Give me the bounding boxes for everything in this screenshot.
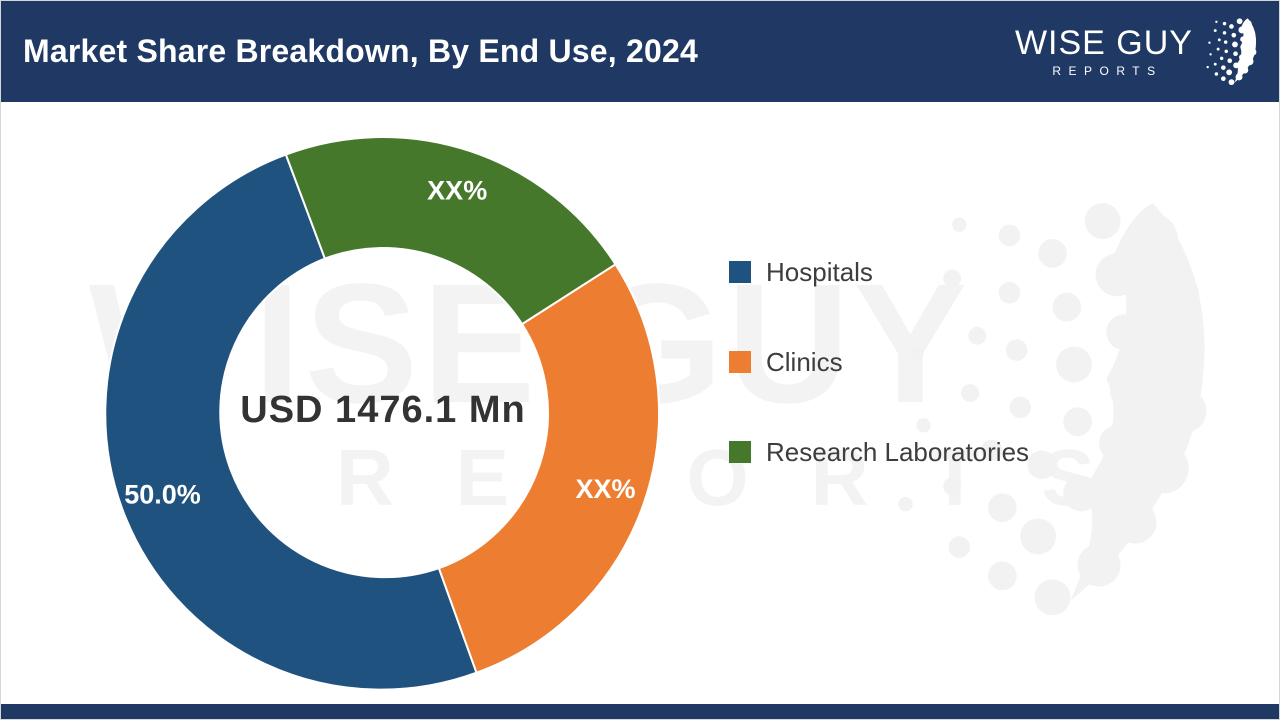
donut-segment-label: 50.0% [124, 480, 201, 510]
legend-swatch-hospitals [729, 261, 751, 283]
legend-label: Clinics [766, 346, 843, 377]
logo-wordmark: WISE GUY [1014, 24, 1193, 62]
legend-item-hospitals: Hospitals [729, 257, 873, 287]
donut-segment-label: XX% [575, 474, 635, 504]
legend-item-clinics: Clinics [729, 347, 843, 377]
footer-bar [1, 704, 1279, 719]
legend-swatch-research-laboratories [729, 441, 751, 463]
header: Market Share Breakdown, By End Use, 2024… [1, 1, 1279, 102]
watermark-subtext: REPORTS [336, 433, 1157, 522]
legend-swatch-clinics [729, 351, 751, 373]
legend-item-research-laboratories: Research Laboratories [729, 437, 1029, 467]
logo-subtext: REPORTS [1052, 64, 1163, 78]
legend-label: Hospitals [766, 256, 873, 287]
logo-face-icon [1206, 17, 1257, 85]
donut-segment-clinics [437, 263, 660, 674]
donut-segment-hospitals [104, 153, 478, 691]
donut-center-value: USD 1476.1 Mn [240, 389, 526, 431]
brand-logo: WISE GUY REPORTS [1015, 14, 1257, 90]
page-title: Market Share Breakdown, By End Use, 2024 [23, 33, 698, 69]
donut-segment-research-laboratories [284, 136, 617, 326]
legend-label: Research Laboratories [766, 436, 1030, 467]
donut-segment-label: XX% [427, 175, 487, 205]
